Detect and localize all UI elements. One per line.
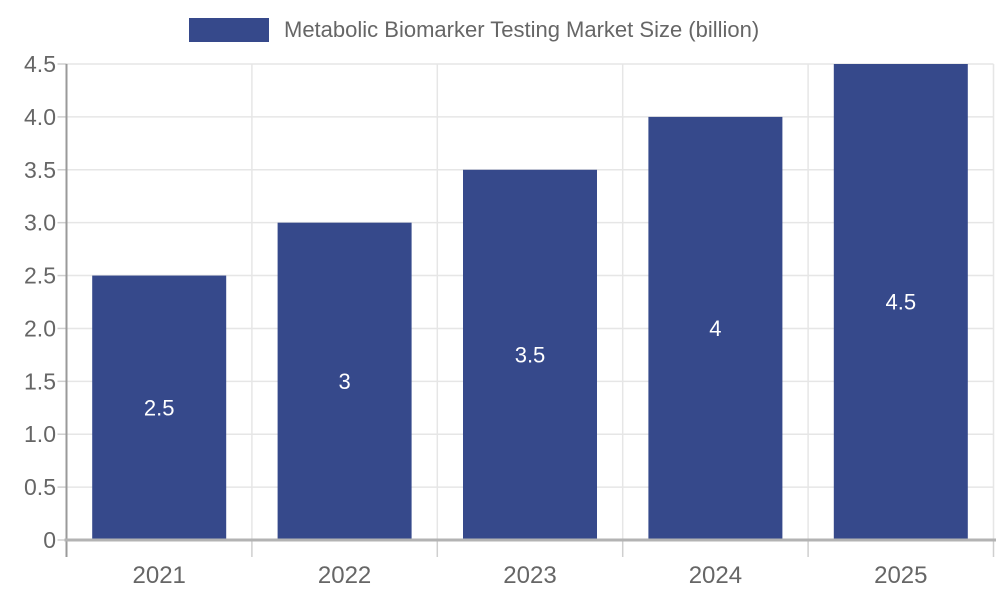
bar-value-label: 4 bbox=[709, 316, 721, 341]
bar-2022[interactable] bbox=[277, 222, 412, 540]
x-tick-label: 2025 bbox=[874, 562, 927, 589]
x-tick-label: 2022 bbox=[318, 562, 371, 589]
y-tick-label: 3.5 bbox=[24, 157, 56, 183]
bar-2024[interactable] bbox=[648, 116, 783, 540]
y-tick-label: 3.0 bbox=[24, 210, 56, 236]
bar-value-label: 3.5 bbox=[515, 342, 546, 367]
y-tick-label: 1.5 bbox=[24, 368, 56, 394]
bar-2025[interactable] bbox=[833, 64, 968, 540]
bar-value-label: 4.5 bbox=[886, 290, 917, 315]
y-tick-label: 2.0 bbox=[24, 315, 56, 341]
legend-label: Metabolic Biomarker Testing Market Size … bbox=[284, 17, 760, 42]
y-tick-label: 1.0 bbox=[24, 421, 56, 447]
y-tick-label: 4.0 bbox=[24, 104, 56, 130]
y-tick-label: 0 bbox=[43, 527, 56, 553]
legend-swatch bbox=[189, 18, 269, 42]
y-tick-label: 4.5 bbox=[24, 51, 56, 77]
bar-2021[interactable] bbox=[92, 275, 227, 540]
x-tick-label: 2021 bbox=[133, 562, 186, 589]
legend-item[interactable]: Metabolic Biomarker Testing Market Size … bbox=[189, 18, 759, 42]
x-tick-label: 2023 bbox=[503, 562, 556, 589]
bar-value-label: 2.5 bbox=[144, 395, 175, 420]
y-tick-label: 0.5 bbox=[24, 474, 56, 500]
bar-2023[interactable] bbox=[463, 169, 597, 540]
y-tick-label: 2.5 bbox=[24, 263, 56, 289]
bar-value-label: 3 bbox=[338, 369, 350, 394]
x-tick-label: 2024 bbox=[689, 562, 742, 589]
